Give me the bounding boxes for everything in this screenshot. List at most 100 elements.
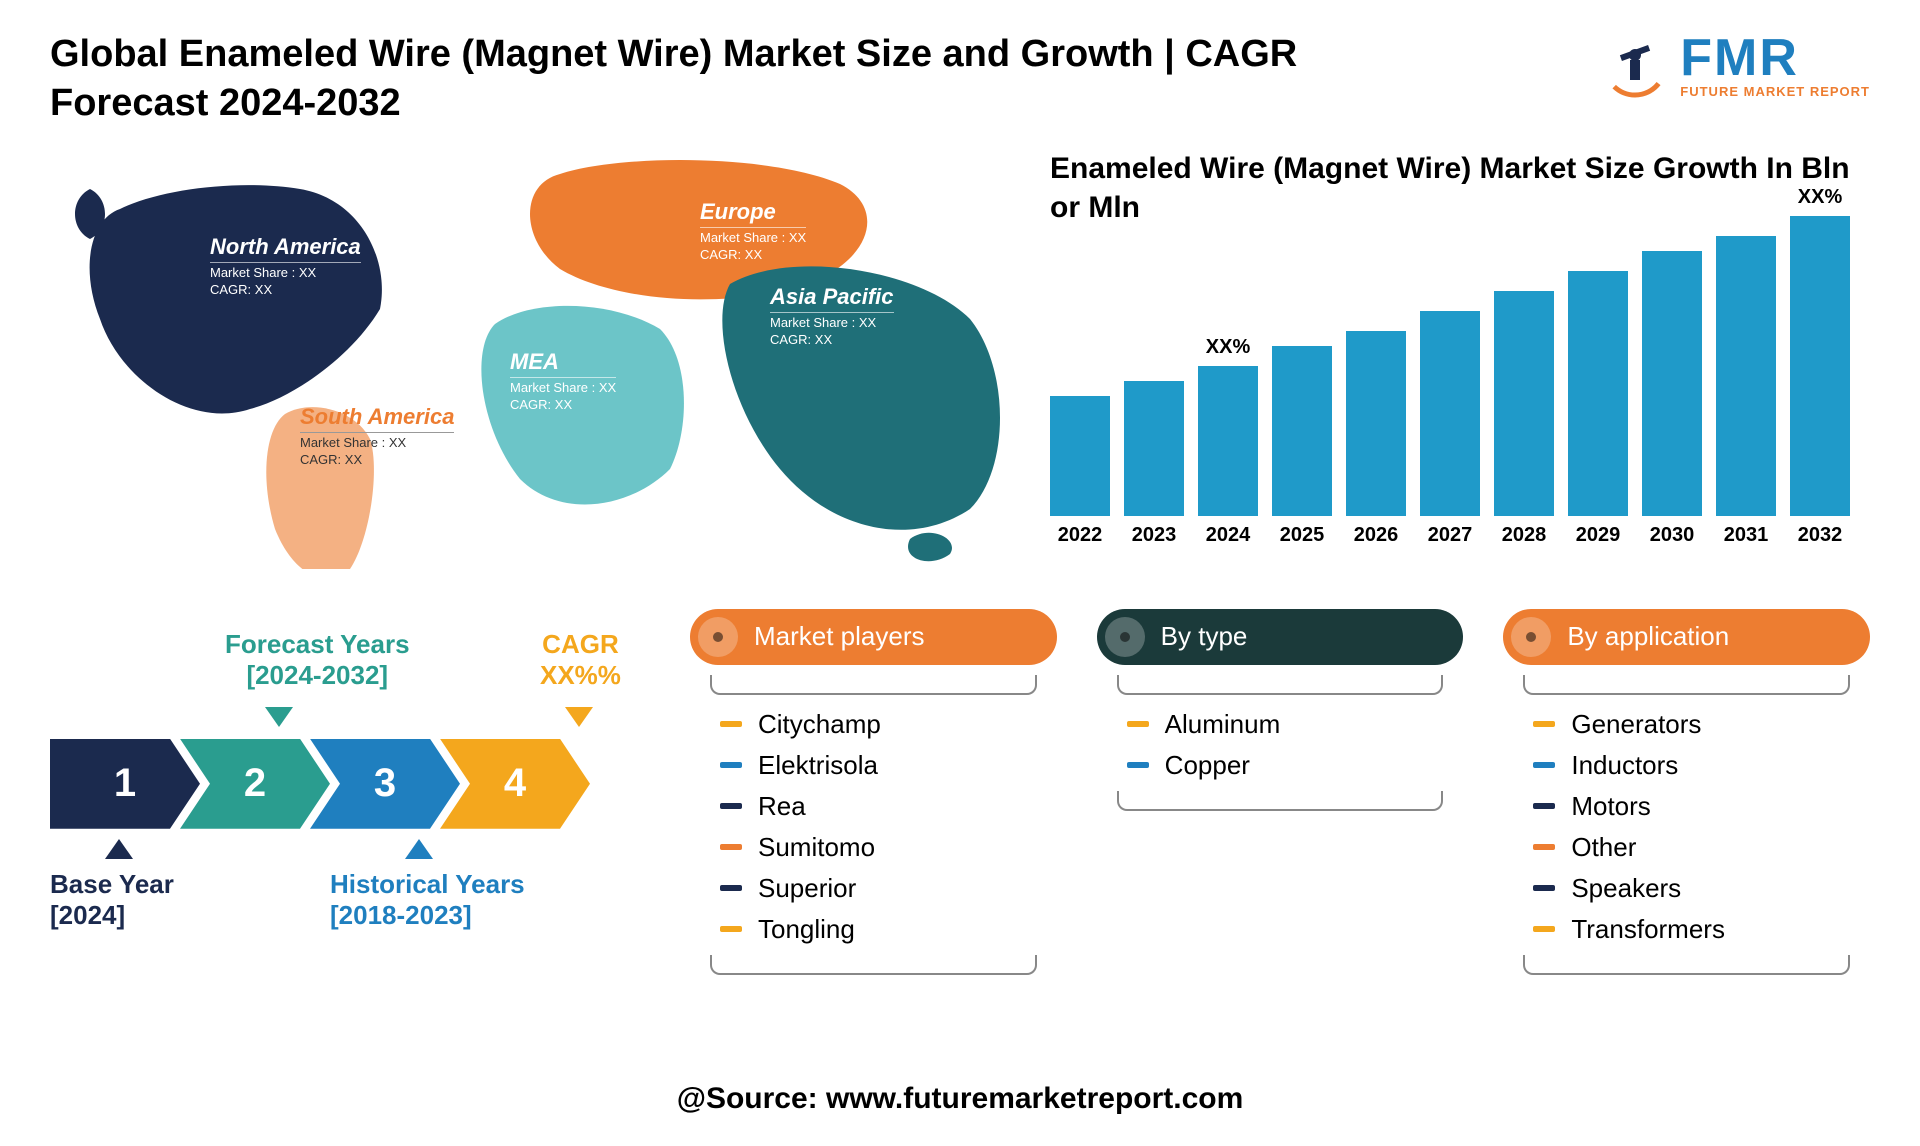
region-label-asia-pacific: Asia PacificMarket Share : XXCAGR: XX [770,284,894,349]
region-label-north-america: North AmericaMarket Share : XXCAGR: XX [210,234,361,299]
list-item: Speakers [1533,873,1870,904]
telescope-icon [1600,30,1670,100]
page-title: Global Enameled Wire (Magnet Wire) Marke… [50,30,1350,129]
tick-icon [720,926,742,932]
fmr-logo: FMR FUTURE MARKET REPORT [1600,30,1870,100]
bullet-icon [698,617,738,657]
base-year-label: Base Year [2024] [50,869,174,931]
bar-year-label: 2023 [1132,524,1177,547]
timeline-segment-2: 2 [180,739,330,829]
list-item: Elektrisola [720,750,1057,781]
triangle-icon [265,707,293,727]
bar-2026: 2026 [1346,331,1406,547]
timeline-segment-4: 4 [440,739,590,829]
world-map: North AmericaMarket Share : XXCAGR: XX So… [50,149,1020,569]
section-header-pill: By type [1097,609,1464,665]
section-by-application: By applicationGeneratorsInductorsMotorsO… [1503,609,1870,989]
bar-year-label: 2030 [1650,524,1695,547]
forecast-years-label: Forecast Years [2024-2032] [225,629,410,691]
bar-2030: 2030 [1642,251,1702,547]
bar-year-label: 2025 [1280,524,1325,547]
list-item-text: Tongling [758,914,855,945]
list-item-text: Transformers [1571,914,1725,945]
tick-icon [1533,844,1555,850]
bar-2032: XX%2032 [1790,216,1850,547]
tick-icon [720,803,742,809]
triangle-icon [405,839,433,859]
tick-icon [1533,762,1555,768]
triangle-icon [565,707,593,727]
bullet-icon [1511,617,1551,657]
list-item: Aluminum [1127,709,1464,740]
tick-icon [1127,721,1149,727]
bar-year-label: 2032 [1798,524,1843,547]
logo-text: FMR [1680,32,1870,84]
bar-2028: 2028 [1494,291,1554,547]
list-item: Transformers [1533,914,1870,945]
tick-icon [1127,762,1149,768]
list-item: Motors [1533,791,1870,822]
section-market-players: Market players Citychamp Elektrisola Rea Sum… [690,609,1057,989]
list-item: Rea [720,791,1057,822]
region-label-europe: EuropeMarket Share : XXCAGR: XX [700,199,806,264]
bar-2029: 2029 [1568,271,1628,547]
bar-year-label: 2026 [1354,524,1399,547]
list-item: Sumitomo [720,832,1057,863]
growth-bar-chart: Enameled Wire (Magnet Wire) Market Size … [1050,149,1870,569]
connector-line [1523,675,1850,695]
bullet-icon [1105,617,1145,657]
bar-annotation: XX% [1798,186,1842,209]
bar-year-label: 2031 [1724,524,1769,547]
bar-year-label: 2024 [1206,524,1251,547]
list-item-text: Speakers [1571,873,1681,904]
connector-line [1523,955,1850,975]
bar-annotation: XX% [1206,336,1250,359]
bar-year-label: 2028 [1502,524,1547,547]
tick-icon [1533,885,1555,891]
bar-2024: XX%2024 [1198,366,1258,547]
connector-line [1117,675,1444,695]
chart-title: Enameled Wire (Magnet Wire) Market Size … [1050,149,1870,227]
list-item-text: Citychamp [758,709,881,740]
connector-line [710,675,1037,695]
connector-line [1117,791,1444,811]
list-item-text: Aluminum [1165,709,1281,740]
tick-icon [720,844,742,850]
connector-line [710,955,1037,975]
historical-years-label: Historical Years [2018-2023] [330,869,525,931]
bar-year-label: 2027 [1428,524,1473,547]
bar-2031: 2031 [1716,236,1776,547]
region-label-mea: MEAMarket Share : XXCAGR: XX [510,349,616,414]
list-item: Inductors [1533,750,1870,781]
tick-icon [1533,721,1555,727]
triangle-icon [105,839,133,859]
list-item-text: Copper [1165,750,1250,781]
bar-2023: 2023 [1124,381,1184,547]
list-item: Superior [720,873,1057,904]
map-region-north-america [75,185,382,413]
section-header-text: By application [1567,621,1729,652]
tick-icon [720,721,742,727]
bar-year-label: 2029 [1576,524,1621,547]
timeline-segment-1: 1 [50,739,200,829]
tick-icon [720,762,742,768]
section-by-type: By type Aluminum Copper [1097,609,1464,989]
section-header-text: Market players [754,621,925,652]
section-header-text: By type [1161,621,1248,652]
list-item-text: Generators [1571,709,1701,740]
timeline-segment-3: 3 [310,739,460,829]
list-item: Citychamp [720,709,1057,740]
tick-icon [1533,926,1555,932]
list-item: Copper [1127,750,1464,781]
logo-subtext: FUTURE MARKET REPORT [1680,84,1870,99]
region-label-south-america: South AmericaMarket Share : XXCAGR: XX [300,404,454,469]
bar-2027: 2027 [1420,311,1480,547]
source-citation: @Source: www.futuremarketreport.com [0,1082,1920,1116]
bar-year-label: 2022 [1058,524,1103,547]
section-header-pill: Market players [690,609,1057,665]
list-item-text: Elektrisola [758,750,878,781]
tick-icon [720,885,742,891]
timeline: Forecast Years [2024-2032] CAGR XX%% 123… [50,609,650,959]
bar-2022: 2022 [1050,396,1110,547]
cagr-label: CAGR XX%% [540,629,621,691]
